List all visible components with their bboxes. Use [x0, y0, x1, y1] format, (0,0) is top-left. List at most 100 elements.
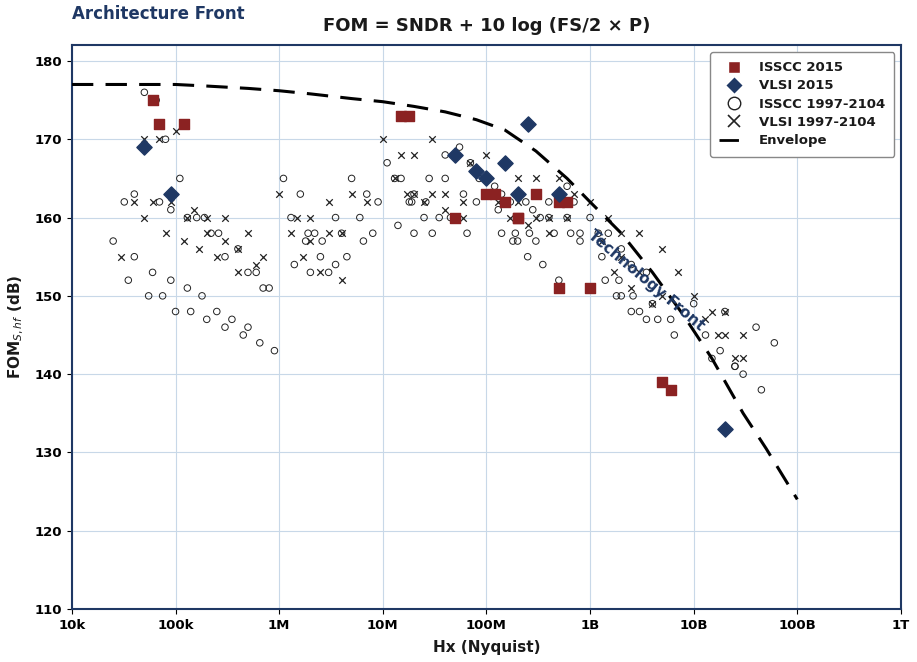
- VLSI 1997-2104: [334, 228, 348, 238]
- VLSI 1997-2104: [295, 252, 310, 262]
- ISSCC 1997-2104: [432, 213, 447, 223]
- VLSI 1997-2104: [437, 189, 452, 199]
- ISSCC 1997-2104: [197, 213, 212, 223]
- ISSCC 1997-2104: [632, 307, 646, 317]
- Envelope: [147, 81, 158, 89]
- Envelope: [679, 311, 690, 319]
- ISSCC 1997-2104: [406, 189, 421, 199]
- VLSI 1997-2104: [717, 330, 732, 340]
- ISSCC 2015: [479, 189, 493, 199]
- ISSCC 1997-2104: [172, 173, 187, 184]
- ISSCC 1997-2104: [393, 173, 408, 184]
- ISSCC 1997-2104: [594, 252, 609, 262]
- VLSI 1997-2104: [163, 197, 178, 207]
- ISSCC 1997-2104: [667, 330, 681, 340]
- VLSI 2015: [520, 118, 535, 129]
- ISSCC 1997-2104: [625, 291, 640, 301]
- VLSI 1997-2104: [541, 228, 556, 238]
- Envelope: [408, 103, 419, 111]
- VLSI 1997-2104: [463, 158, 478, 168]
- Envelope: [471, 116, 482, 124]
- VLSI 1997-2104: [670, 267, 685, 277]
- ISSCC 1997-2104: [365, 228, 380, 238]
- ISSCC 1997-2104: [470, 197, 484, 207]
- ISSCC 1997-2104: [713, 346, 727, 356]
- VLSI 1997-2104: [497, 158, 512, 168]
- VLSI 2015: [510, 189, 525, 199]
- VLSI 1997-2104: [503, 213, 517, 223]
- ISSCC 1997-2104: [639, 267, 654, 277]
- ISSCC 1997-2104: [283, 213, 298, 223]
- VLSI 2015: [497, 158, 512, 168]
- VLSI 1997-2104: [359, 197, 374, 207]
- ISSCC 1997-2104: [339, 252, 354, 262]
- ISSCC 1997-2104: [601, 228, 615, 238]
- ISSCC 1997-2104: [528, 236, 543, 246]
- ISSCC 1997-2104: [370, 197, 385, 207]
- ISSCC 1997-2104: [609, 291, 624, 301]
- ISSCC 1997-2104: [559, 213, 574, 223]
- VLSI 1997-2104: [613, 252, 628, 262]
- VLSI 1997-2104: [727, 354, 742, 364]
- VLSI 1997-2104: [594, 236, 609, 246]
- VLSI 1997-2104: [321, 197, 336, 207]
- ISSCC 1997-2104: [522, 228, 536, 238]
- VLSI 1997-2104: [168, 126, 182, 137]
- Envelope: [439, 108, 450, 116]
- ISSCC 2015: [447, 213, 462, 223]
- Envelope: [615, 229, 626, 237]
- VLSI 1997-2104: [632, 228, 646, 238]
- ISSCC 1997-2104: [698, 330, 713, 340]
- VLSI 1997-2104: [479, 150, 493, 160]
- ISSCC 1997-2104: [334, 228, 348, 238]
- ISSCC 1997-2104: [105, 236, 120, 246]
- ISSCC 1997-2104: [437, 150, 452, 160]
- ISSCC 1997-2104: [459, 228, 474, 238]
- VLSI 2015: [470, 166, 484, 176]
- VLSI 1997-2104: [698, 314, 713, 324]
- ISSCC 1997-2104: [452, 142, 467, 152]
- VLSI 1997-2104: [528, 213, 543, 223]
- Envelope: [66, 81, 77, 89]
- ISSCC 1997-2104: [252, 338, 267, 348]
- Envelope: [530, 147, 541, 155]
- VLSI 1997-2104: [425, 134, 439, 144]
- ISSCC 1997-2104: [145, 267, 160, 277]
- ISSCC 1997-2104: [518, 197, 533, 207]
- ISSCC 2015: [582, 283, 597, 293]
- VLSI 1997-2104: [582, 197, 597, 207]
- ISSCC 1997-2104: [416, 213, 431, 223]
- VLSI 1997-2104: [406, 189, 421, 199]
- VLSI 1997-2104: [393, 150, 408, 160]
- VLSI 1997-2104: [344, 189, 359, 199]
- X-axis label: Hx (Nyquist): Hx (Nyquist): [433, 640, 540, 655]
- ISSCC 2015: [152, 118, 167, 129]
- ISSCC 1997-2104: [141, 291, 156, 301]
- ISSCC 1997-2104: [471, 173, 486, 184]
- Envelope: [304, 90, 315, 98]
- ISSCC 1997-2104: [487, 181, 502, 191]
- VLSI 1997-2104: [290, 213, 304, 223]
- Envelope: [499, 126, 510, 134]
- ISSCC 1997-2104: [199, 314, 214, 324]
- ISSCC 1997-2104: [391, 220, 405, 230]
- VLSI 1997-2104: [271, 189, 286, 199]
- ISSCC 1997-2104: [563, 228, 578, 238]
- ISSCC 1997-2104: [168, 307, 182, 317]
- ISSCC 2015: [663, 385, 678, 395]
- ISSCC 1997-2104: [359, 189, 374, 199]
- Envelope: [273, 87, 284, 95]
- ISSCC 1997-2104: [494, 189, 509, 199]
- ISSCC 1997-2104: [491, 205, 505, 215]
- ISSCC 1997-2104: [591, 228, 605, 238]
- ISSCC 1997-2104: [503, 197, 517, 207]
- VLSI 1997-2104: [256, 252, 271, 262]
- VLSI 1997-2104: [249, 260, 263, 270]
- VLSI 1997-2104: [399, 189, 414, 199]
- VLSI 1997-2104: [559, 213, 574, 223]
- ISSCC 1997-2104: [624, 307, 638, 317]
- ISSCC 1997-2104: [425, 228, 439, 238]
- VLSI 1997-2104: [303, 213, 317, 223]
- Envelope: [561, 175, 572, 183]
- ISSCC 1997-2104: [479, 173, 493, 184]
